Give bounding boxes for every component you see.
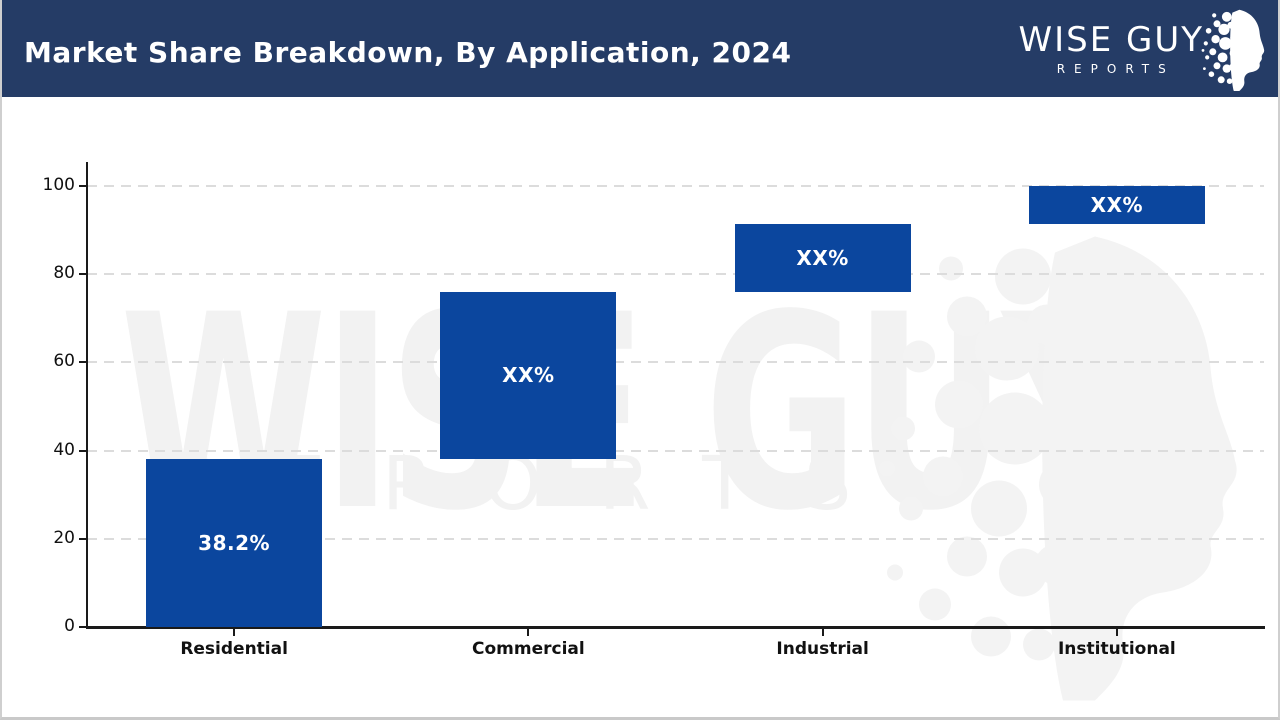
- page-title: Market Share Breakdown, By Application, …: [24, 36, 792, 69]
- y-gridline: [87, 185, 1264, 188]
- y-tick-label: 60: [53, 351, 75, 372]
- bar-value-label: XX%: [1090, 192, 1144, 217]
- brand-subname: REPORTS: [1056, 61, 1175, 76]
- y-tick-label: 0: [64, 616, 75, 636]
- y-tick-label: 80: [53, 263, 75, 284]
- y-tick: [79, 361, 87, 364]
- bar-residential: 38.2%: [146, 458, 323, 627]
- x-tick: [821, 629, 824, 636]
- bar-value-label: XX%: [502, 363, 555, 388]
- y-tick-label: 100: [42, 175, 75, 196]
- y-tick: [79, 537, 87, 540]
- brand-logo: WISE GUY REPORTS: [1018, 6, 1268, 92]
- brand-logo-text: WISE GUY REPORTS: [1018, 23, 1204, 76]
- x-tick: [233, 629, 236, 636]
- x-axis-line: [86, 626, 1265, 629]
- brand-name: WISE GUY: [1018, 19, 1204, 60]
- y-gridline: [87, 361, 1264, 364]
- x-category-label-industrial: Industrial: [776, 639, 869, 659]
- y-gridline: [87, 537, 1264, 540]
- bar-institutional: XX%: [1028, 186, 1205, 224]
- bar-value-label: XX%: [796, 245, 849, 270]
- y-tick: [79, 185, 87, 188]
- bar-industrial: XX%: [734, 223, 911, 292]
- x-category-label-commercial: Commercial: [472, 639, 585, 659]
- bar-value-label: 38.2%: [198, 530, 271, 555]
- x-tick: [527, 629, 530, 636]
- y-tick: [79, 626, 87, 628]
- dotted-head-icon: [1201, 9, 1265, 91]
- y-tick: [79, 449, 87, 452]
- y-gridline: [87, 449, 1264, 452]
- y-tick-label: 20: [53, 527, 75, 548]
- x-category-label-residential: Residential: [180, 639, 288, 659]
- y-tick-label: 40: [53, 439, 75, 460]
- y-tick: [79, 273, 87, 276]
- bar-commercial: XX%: [440, 291, 617, 459]
- y-gridline: [87, 273, 1264, 276]
- x-tick: [1115, 629, 1118, 636]
- header-bar: Market Share Breakdown, By Application, …: [2, 0, 1278, 97]
- x-category-label-institutional: Institutional: [1057, 639, 1176, 659]
- y-axis-line: [86, 162, 88, 628]
